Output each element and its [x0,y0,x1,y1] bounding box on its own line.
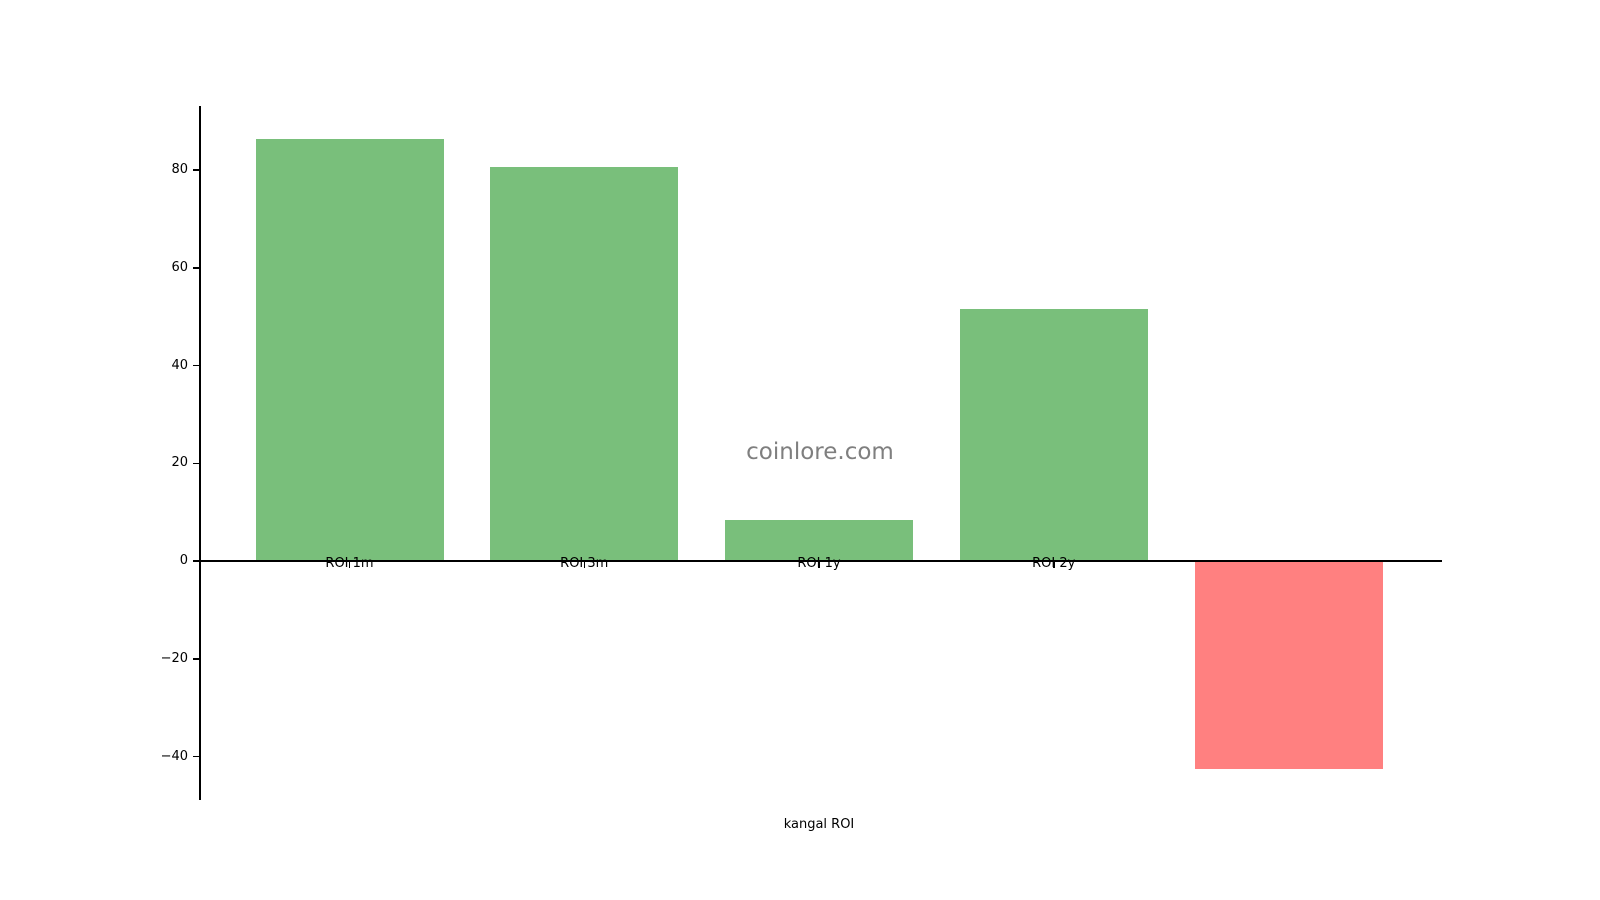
watermark: coinlore.com [746,439,894,465]
bar-index-4 [1194,562,1383,770]
y-tick-label-60: 60 [171,259,188,275]
y-tick-mark-60 [193,267,200,269]
y-axis-line [199,106,201,800]
x-tick-mark-roi-3m [583,561,585,568]
x-tick-label-roi-1y: ROI 1y [797,556,841,571]
y-tick-label-20: 20 [171,455,188,471]
y-tick-mark-20 [193,462,200,464]
x-axis-zero-line [199,560,1442,562]
bar-roi-1y [725,519,913,561]
y-tick-mark-80 [193,169,200,171]
x-tick-label-roi-1m: ROI 1m [325,556,374,571]
x-tick-label-roi-2y: ROI 2y [1032,556,1076,571]
y-tick-label--20: −20 [160,650,188,666]
y-tick-label-0: 0 [179,553,188,568]
y-tick-label--40: −40 [160,748,188,764]
bar-roi-1m [255,139,444,561]
x-tick-mark-roi-1m [348,561,351,568]
x-tick-mark-roi-2y [1053,561,1055,568]
bar-roi-2y [959,308,1148,561]
y-tick-label-40: 40 [171,357,188,373]
y-tick-mark--40 [193,755,200,758]
x-axis-title: kangal ROI [783,817,855,832]
x-tick-mark-roi-1y [818,561,820,568]
y-tick-label-80: 80 [171,162,188,177]
y-tick-mark-0 [193,560,200,562]
y-tick-mark--20 [193,658,200,660]
x-tick-label-roi-3m: ROI 3m [560,556,609,571]
y-tick-mark-40 [193,364,200,367]
bar-roi-3m [490,166,679,561]
